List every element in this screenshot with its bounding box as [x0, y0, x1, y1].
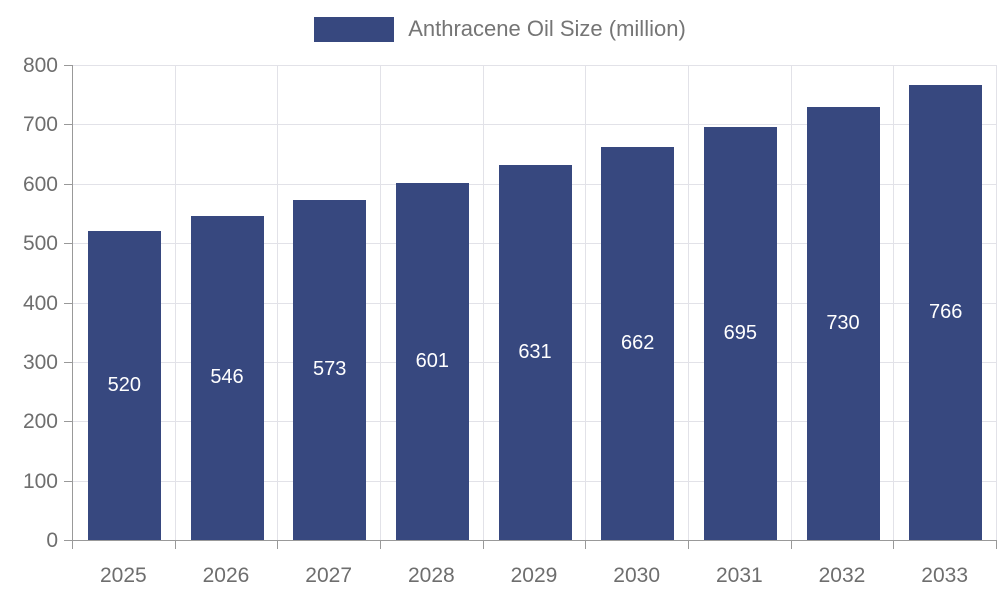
x-axis-tick [174, 541, 176, 549]
x-tick-label: 2028 [407, 564, 455, 587]
bar: 695 [703, 127, 777, 540]
y-axis-tick [64, 65, 72, 66]
legend[interactable]: Anthracene Oil Size (million) [0, 16, 1000, 42]
y-tick-label: 800 [22, 54, 58, 77]
bar-value-label: 631 [518, 341, 552, 364]
x-axis-tick [996, 541, 997, 549]
x-axis-tick [277, 541, 279, 549]
bar-value-label: 766 [928, 301, 963, 324]
x-tick-label: 2031 [715, 564, 763, 587]
bar: 730 [806, 106, 880, 540]
x-axis-tick [72, 541, 73, 549]
y-axis-tick [64, 124, 72, 126]
y-tick-label: 100 [22, 469, 58, 493]
bar-value-label: 662 [620, 331, 655, 354]
y-tick-label: 0 [46, 529, 58, 552]
bar: 601 [395, 183, 469, 540]
bar-value-label: 601 [415, 350, 450, 373]
x-tick-label: 2027 [305, 564, 353, 587]
x-tick-label: 2033 [921, 564, 969, 587]
x-gridline [380, 65, 381, 540]
x-axis-tick [482, 541, 484, 549]
y-tick-label: 400 [22, 291, 58, 315]
bar: 573 [293, 199, 367, 540]
bar: 631 [498, 165, 572, 540]
y-axis-tick [64, 302, 72, 304]
x-gridline [174, 65, 176, 540]
bar-value-label: 730 [826, 311, 860, 334]
bar-value-label: 695 [723, 322, 758, 345]
x-gridline [688, 65, 689, 540]
x-axis-tick [688, 541, 689, 549]
y-axis-tick [64, 540, 72, 541]
bar: 520 [87, 231, 161, 540]
y-axis-tick [64, 183, 72, 185]
x-gridline [585, 65, 587, 540]
x-tick-label: 2032 [818, 564, 866, 587]
bar-value-label: 573 [312, 358, 347, 381]
y-axis-tick [64, 243, 72, 245]
x-tick-label: 2026 [202, 564, 250, 587]
y-axis-tick [64, 361, 72, 363]
y-gridline [73, 65, 997, 66]
legend-label: Anthracene Oil Size (million) [408, 16, 686, 41]
y-gridline [73, 124, 997, 126]
x-tick-label: 2029 [510, 564, 558, 587]
bar-value-label: 520 [107, 374, 142, 397]
x-gridline [790, 65, 792, 540]
legend-swatch [314, 16, 395, 42]
x-axis-tick [790, 541, 792, 549]
y-axis-tick [64, 480, 72, 482]
x-gridline [277, 65, 279, 540]
x-axis-tick [893, 541, 895, 549]
y-tick-label: 300 [22, 350, 58, 374]
x-axis-tick [380, 541, 381, 549]
y-axis-tick [64, 421, 72, 423]
x-tick-label: 2030 [613, 564, 661, 587]
y-tick-label: 200 [22, 410, 58, 434]
y-tick-label: 700 [22, 113, 58, 137]
x-gridline [482, 65, 484, 540]
bar: 766 [909, 85, 983, 540]
x-tick-label: 2025 [99, 564, 147, 587]
x-axis-tick [585, 541, 587, 549]
bar: 662 [601, 146, 675, 540]
bar: 546 [190, 215, 264, 540]
y-tick-label: 600 [22, 172, 58, 196]
x-gridline [996, 65, 997, 540]
bar-value-label: 546 [210, 366, 244, 389]
y-tick-label: 500 [22, 232, 58, 256]
plot-area: 520 546 573 601 631 662 695 730 766 [72, 65, 997, 541]
x-gridline [893, 65, 895, 540]
